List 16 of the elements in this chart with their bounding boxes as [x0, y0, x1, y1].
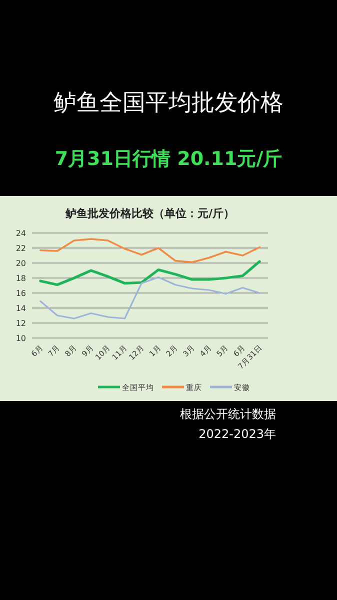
y-tick-label: 22 [16, 244, 26, 253]
chart-subtitle: 7月31日行情 20.11元/斤 [54, 148, 282, 170]
line-series [40, 276, 260, 320]
text: 2022-2023年 [198, 427, 276, 441]
y-tick-label: 20 [16, 259, 26, 268]
y-tick-label: 24 [16, 229, 26, 238]
y-tick-label: 14 [16, 304, 26, 313]
line-series [39, 260, 261, 286]
y-tick-label: 16 [16, 289, 26, 298]
y-tick-label: 12 [16, 319, 26, 328]
y-tick-label: 18 [16, 274, 26, 283]
text: 鲈鱼批发价格比较（单位：元/斤） [64, 207, 235, 220]
line-series [40, 238, 260, 264]
y-tick-label: 10 [16, 334, 26, 343]
text: 根据公开统计数据 [180, 407, 276, 421]
chart-title: 鲈鱼全国平均批发价格 [54, 90, 284, 116]
